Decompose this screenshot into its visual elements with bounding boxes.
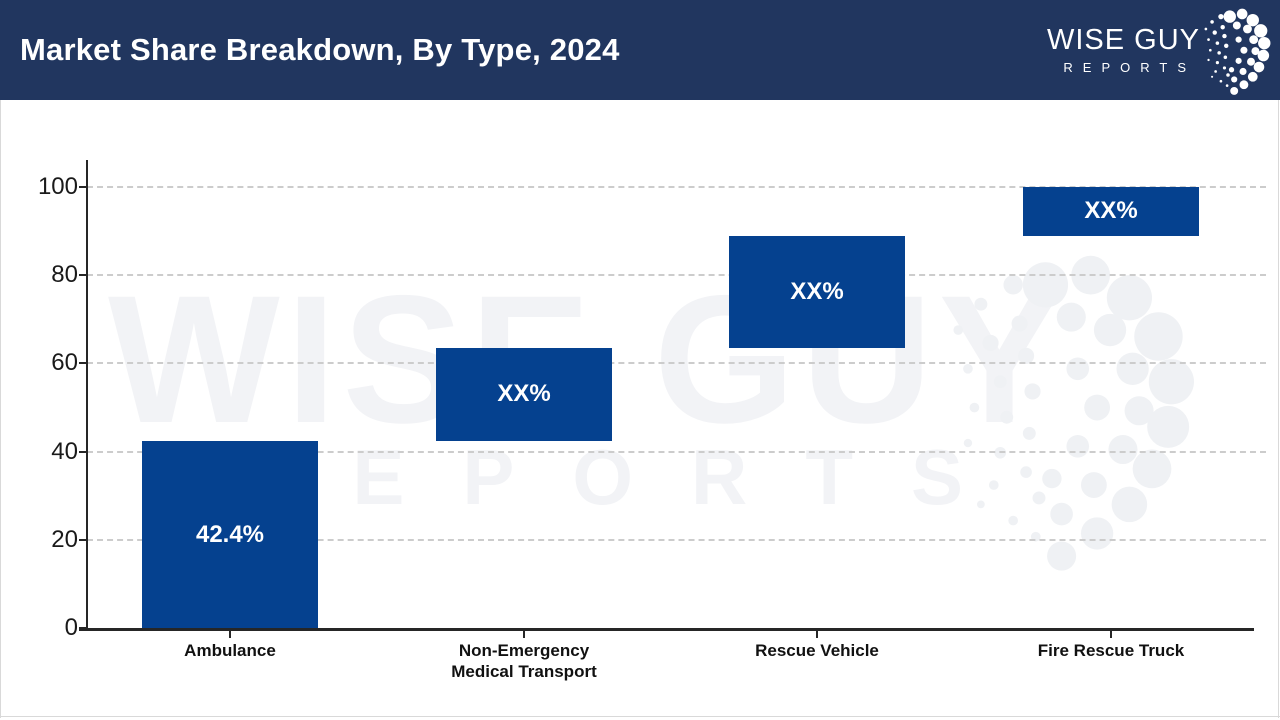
y-axis-line	[86, 160, 88, 630]
bar-value-label-2: XX%	[497, 380, 551, 408]
gridline-y60	[87, 362, 1266, 365]
y-tick-label-80: 80	[51, 261, 78, 289]
logo-head-dots-icon	[1204, 8, 1271, 95]
x-category-label-4: Fire Rescue Truck	[1037, 641, 1185, 660]
bar-value-label-1: 42.4%	[195, 520, 265, 548]
logo-name-text: WISE GUY	[1046, 24, 1200, 56]
bar-4	[1023, 187, 1199, 236]
y-tick-80	[79, 274, 87, 277]
y-tick-label-60: 60	[51, 349, 78, 377]
bar-3	[729, 235, 905, 348]
bar-2	[436, 347, 612, 441]
y-tick-60	[79, 362, 87, 365]
x-category-label-1: Ambulance	[184, 641, 276, 660]
frame-border-left	[0, 100, 1, 718]
y-tick-20	[79, 538, 87, 541]
header-band: Market Share Breakdown, By Type, 2024 WI…	[0, 0, 1280, 100]
y-tick-label-40: 40	[51, 437, 78, 465]
y-tick-40	[79, 450, 87, 453]
y-tick-label-100: 100	[37, 173, 78, 200]
x-tick-4	[1110, 631, 1112, 638]
y-tick-label-0: 0	[64, 614, 78, 641]
x-category-label-2: Non-Emergency Medical Transport	[451, 641, 597, 681]
gridline-y100	[87, 186, 1266, 188]
x-tick-3	[816, 631, 818, 638]
frame-border-bottom	[0, 716, 1280, 717]
wise-guy-logo: WISE GUY REPORTS	[1018, 0, 1271, 100]
x-tick-2	[523, 631, 525, 638]
y-tick-100	[79, 186, 87, 188]
watermark-head-dots-icon	[953, 255, 1194, 571]
bar-value-label-4: XX%	[1084, 197, 1138, 225]
gridline-y20	[87, 538, 1266, 541]
page-title: Market Share Breakdown, By Type, 2024	[20, 32, 620, 67]
gridline-y80	[87, 274, 1266, 277]
x-axis-line	[79, 628, 1254, 631]
gridline-y40	[87, 450, 1266, 453]
x-category-label-3: Rescue Vehicle	[755, 641, 879, 660]
x-tick-1	[229, 631, 231, 638]
bar-1	[142, 441, 318, 628]
bar-value-label-3: XX%	[790, 277, 844, 305]
y-tick-label-20: 20	[51, 525, 78, 553]
frame-border-right	[1278, 100, 1279, 718]
logo-sub-text: REPORTS	[1063, 60, 1196, 75]
